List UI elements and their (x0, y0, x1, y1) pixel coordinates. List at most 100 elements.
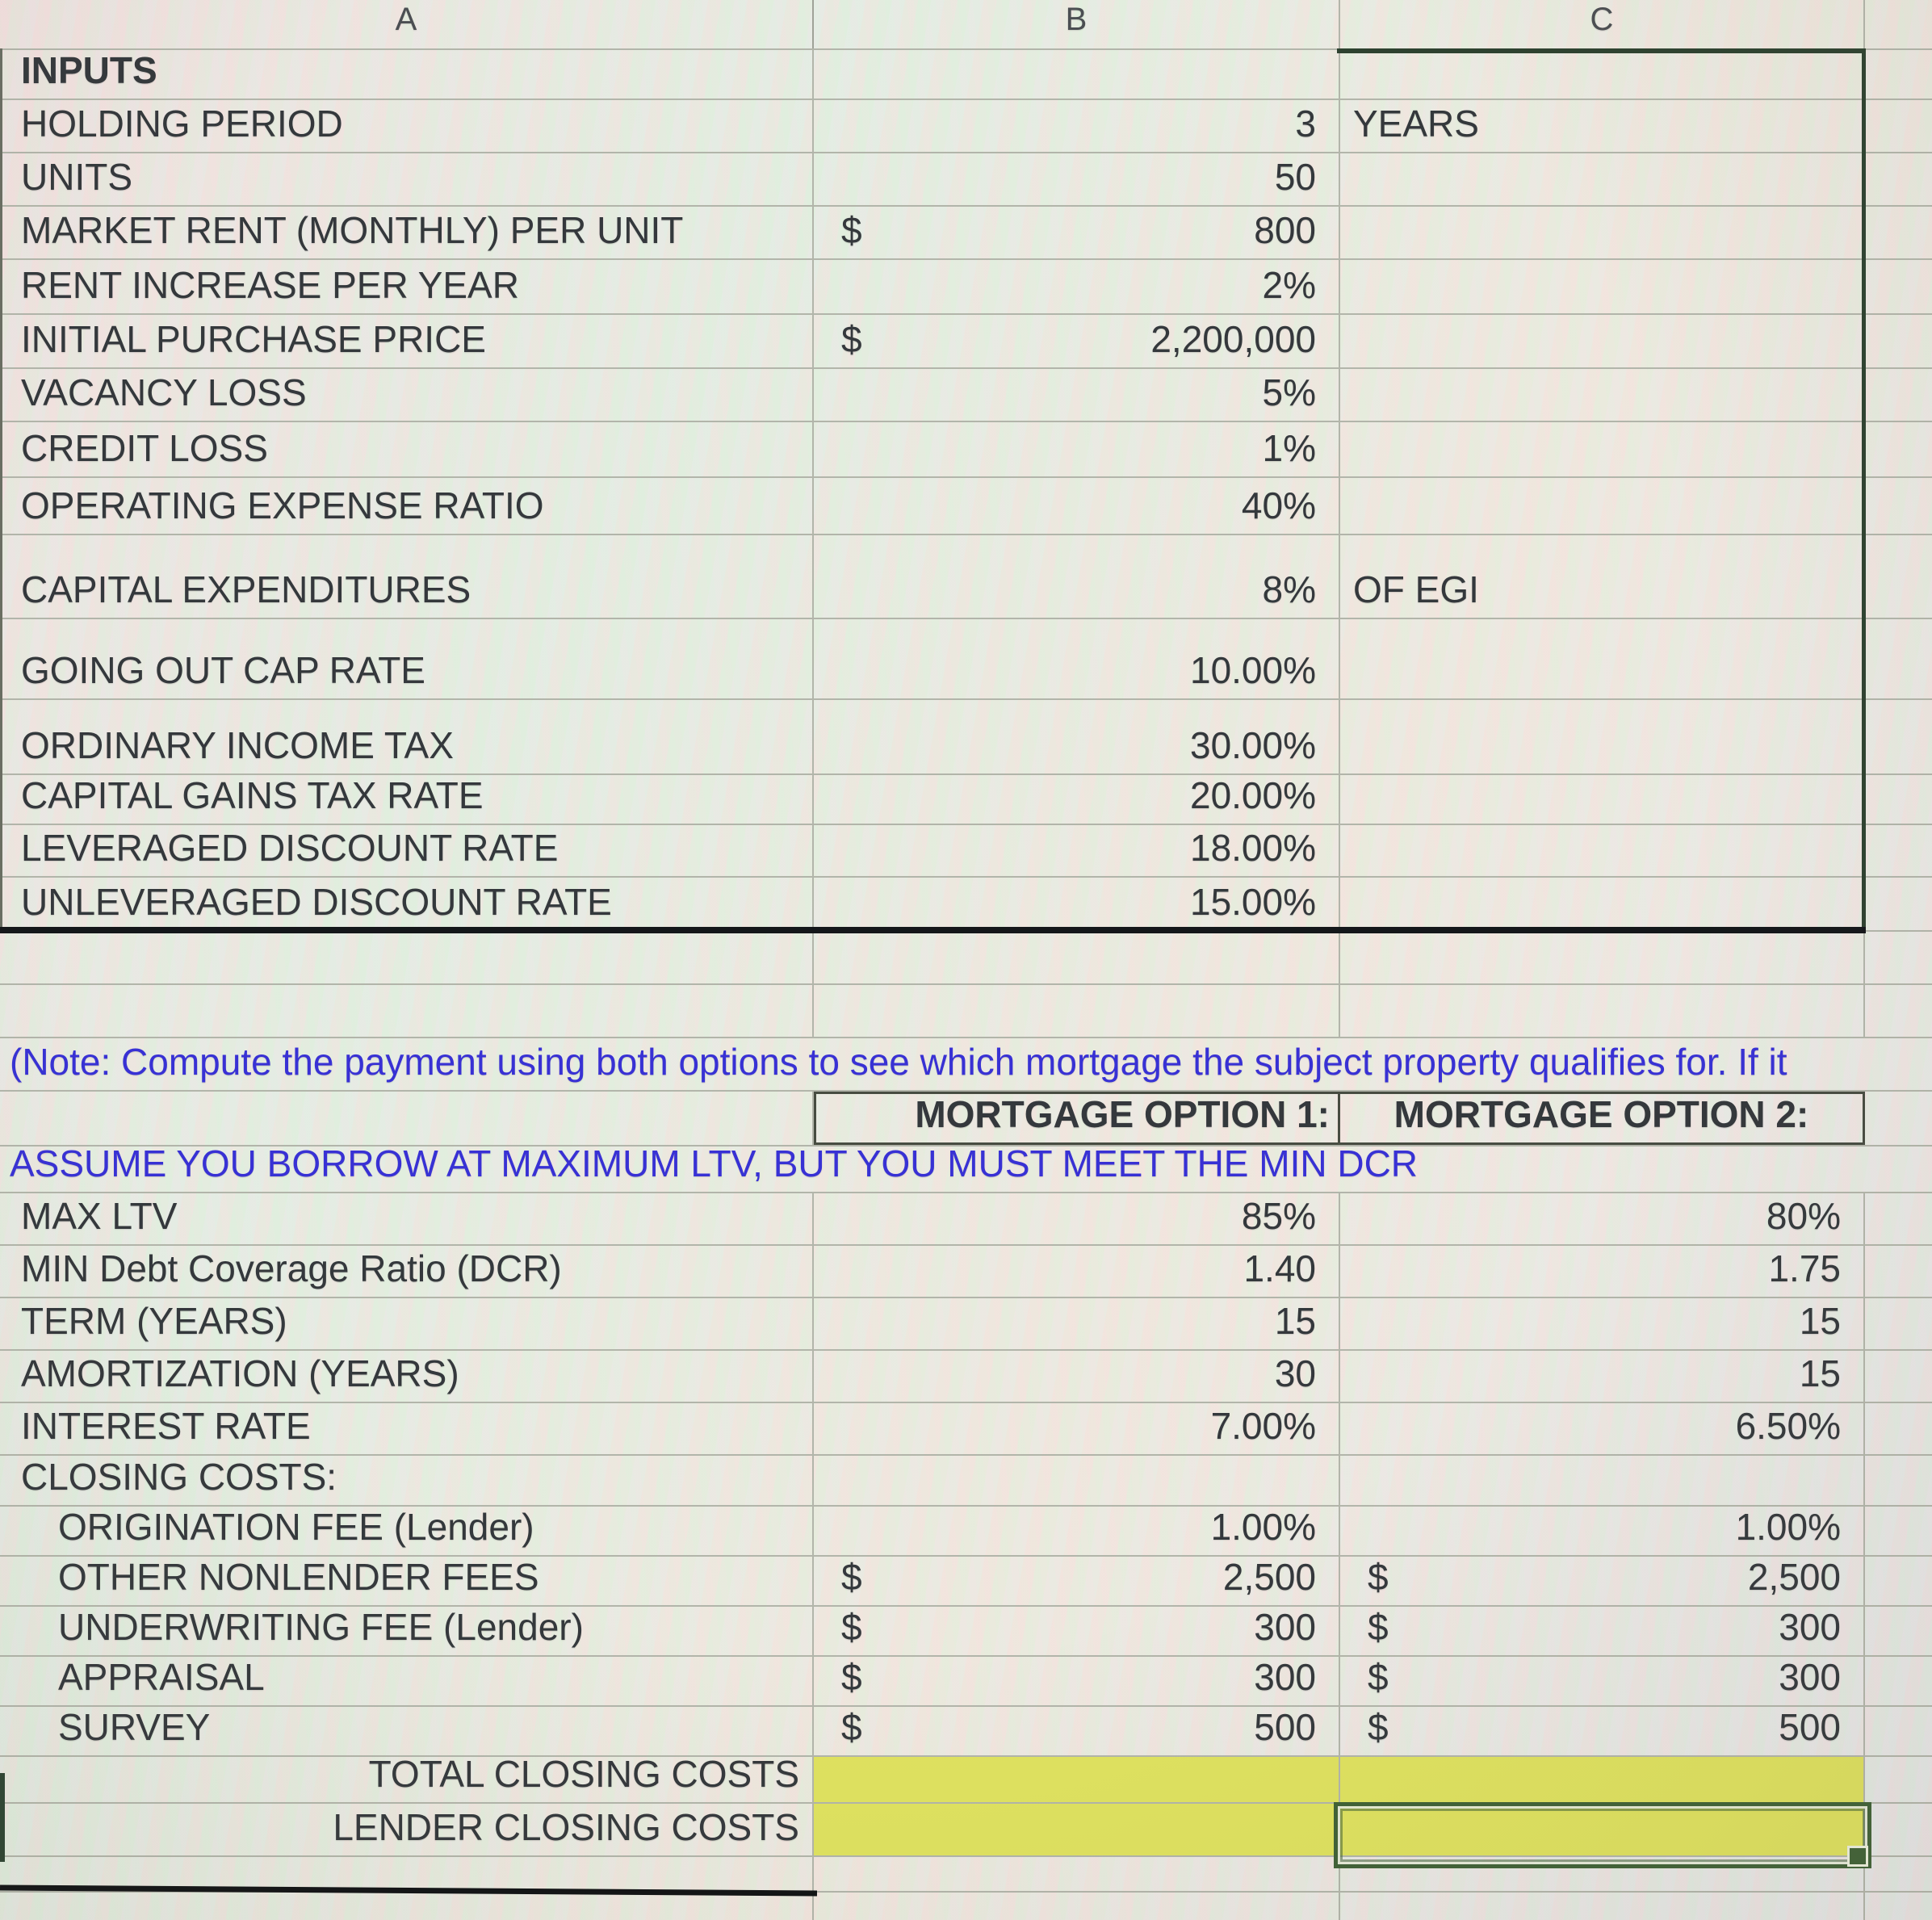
value-cell-b[interactable]: 20.00% (814, 774, 1340, 824)
lender-value-cell-option1[interactable] (814, 1804, 1340, 1855)
label-cell[interactable]: GOING OUT CAP RATE (0, 619, 814, 698)
cell[interactable] (1865, 1557, 1932, 1605)
label-cell[interactable]: UNLEVERAGED DISCOUNT RATE (0, 878, 814, 930)
lender-value-cell-option2-selected[interactable] (1340, 1804, 1865, 1855)
cell[interactable] (814, 1857, 1340, 1891)
inputs-title-cell[interactable]: INPUTS (0, 49, 814, 99)
cell[interactable] (1865, 985, 1932, 1037)
cell[interactable] (1865, 1707, 1932, 1755)
value-cell-b[interactable]: 5% (814, 369, 1340, 421)
option1-value-cell[interactable]: 1.40 (814, 1246, 1340, 1297)
column-header-b[interactable]: B (814, 0, 1340, 48)
option1-value-cell[interactable]: $500 (814, 1706, 1340, 1755)
cell[interactable] (1865, 775, 1932, 824)
cell[interactable] (1340, 985, 1865, 1037)
cell[interactable] (1865, 260, 1932, 313)
value-cell-b[interactable]: 40% (814, 478, 1340, 534)
cell[interactable] (1340, 932, 1865, 983)
option2-value-cell[interactable]: $2,500 (1340, 1556, 1865, 1605)
label-cell[interactable]: CLOSING COSTS: (0, 1456, 814, 1505)
value-cell-b[interactable]: 30.00% (814, 700, 1340, 773)
cell[interactable] (0, 985, 814, 1037)
cell[interactable] (1340, 50, 1865, 99)
option2-value-cell[interactable]: $300 (1340, 1606, 1865, 1655)
cell[interactable] (1865, 1092, 1932, 1145)
cell[interactable] (1865, 369, 1932, 421)
unit-cell[interactable] (1340, 825, 1865, 876)
cell[interactable] (1865, 932, 1932, 983)
assumption-cell[interactable]: ASSUME YOU BORROW AT MAXIMUM LTV, BUT YO… (0, 1147, 1932, 1192)
note-cell[interactable]: (Note: Compute the payment using both op… (0, 1038, 1932, 1090)
unit-cell[interactable] (1340, 619, 1865, 698)
cell[interactable] (1340, 1857, 1865, 1891)
option1-value-cell[interactable]: $2,500 (814, 1556, 1340, 1605)
total-label-cell[interactable]: TOTAL CLOSING COSTS (0, 1753, 814, 1802)
unit-cell[interactable] (1340, 260, 1865, 313)
label-cell[interactable]: MIN Debt Coverage Ratio (DCR) (0, 1246, 814, 1297)
label-cell[interactable]: LEVERAGED DISCOUNT RATE (0, 825, 814, 876)
cell[interactable] (0, 1893, 814, 1920)
option1-value-cell[interactable]: $300 (814, 1656, 1340, 1705)
cell[interactable] (1865, 315, 1932, 367)
label-cell[interactable]: TERM (YEARS) (0, 1298, 814, 1349)
option2-value-cell[interactable]: 1.75 (1340, 1246, 1865, 1297)
cell[interactable] (1865, 1403, 1932, 1454)
cell[interactable] (814, 1893, 1340, 1920)
cell[interactable] (1865, 1193, 1932, 1244)
value-cell-b[interactable]: 15.00% (814, 878, 1340, 930)
label-cell[interactable]: UNDERWRITING FEE (Lender) (0, 1606, 814, 1655)
option1-value-cell[interactable]: 7.00% (814, 1403, 1340, 1454)
cell[interactable] (1865, 825, 1932, 876)
cell[interactable] (814, 932, 1340, 983)
label-cell[interactable]: RENT INCREASE PER YEAR (0, 260, 814, 313)
cell[interactable] (1865, 1298, 1932, 1349)
column-header-a[interactable]: A (0, 0, 814, 48)
label-cell[interactable]: HOLDING PERIOD (0, 100, 814, 152)
cell[interactable] (0, 932, 814, 983)
total-value-cell-option1[interactable] (814, 1757, 1340, 1802)
unit-cell[interactable] (1340, 700, 1865, 773)
value-cell-b[interactable]: $800 (814, 207, 1340, 258)
cell[interactable] (814, 50, 1340, 99)
option2-value-cell[interactable]: 1.00% (1340, 1506, 1865, 1555)
option1-value-cell[interactable]: 15 (814, 1298, 1340, 1349)
label-cell[interactable]: MARKET RENT (MONTHLY) PER UNIT (0, 207, 814, 258)
total-value-cell-option2[interactable] (1340, 1757, 1865, 1802)
option2-value-cell[interactable]: 15 (1340, 1351, 1865, 1402)
unit-cell[interactable]: YEARS (1340, 100, 1865, 152)
value-cell-b[interactable]: 2% (814, 260, 1340, 313)
option2-value-cell[interactable]: 15 (1340, 1298, 1865, 1349)
unit-cell[interactable] (1340, 878, 1865, 930)
cell[interactable] (1865, 1657, 1932, 1705)
value-cell-b[interactable]: 18.00% (814, 825, 1340, 876)
cell[interactable] (1865, 153, 1932, 205)
cell[interactable] (1865, 100, 1932, 152)
cell[interactable] (1865, 1607, 1932, 1655)
unit-cell[interactable] (1340, 315, 1865, 367)
lender-label-cell[interactable]: LENDER CLOSING COSTS (0, 1804, 814, 1855)
cell[interactable] (1865, 1893, 1932, 1920)
option2-header-cell[interactable]: MORTGAGE OPTION 2: (1340, 1092, 1865, 1145)
unit-cell[interactable] (1340, 775, 1865, 824)
option2-value-cell[interactable]: 6.50% (1340, 1403, 1865, 1454)
label-cell[interactable]: OPERATING EXPENSE RATIO (0, 478, 814, 534)
unit-cell[interactable] (1340, 153, 1865, 205)
label-cell[interactable]: CAPITAL GAINS TAX RATE (0, 774, 814, 824)
cell[interactable] (1865, 1804, 1932, 1855)
cell[interactable] (1865, 878, 1932, 930)
value-cell-b[interactable]: 3 (814, 100, 1340, 152)
option2-value-cell[interactable]: 80% (1340, 1193, 1865, 1244)
cell[interactable] (1865, 1246, 1932, 1297)
value-cell-b[interactable]: 1% (814, 422, 1340, 476)
option1-value-cell[interactable]: 1.00% (814, 1506, 1340, 1555)
value-cell-b[interactable]: 8% (814, 535, 1340, 618)
value-cell-b[interactable]: 50 (814, 153, 1340, 205)
label-cell[interactable]: UNITS (0, 153, 814, 205)
unit-cell[interactable] (1340, 422, 1865, 476)
label-cell[interactable]: OTHER NONLENDER FEES (0, 1556, 814, 1605)
label-cell[interactable]: CREDIT LOSS (0, 422, 814, 476)
label-cell[interactable]: ORDINARY INCOME TAX (0, 700, 814, 773)
cell[interactable] (1865, 478, 1932, 534)
option1-value-cell[interactable] (814, 1456, 1340, 1505)
option2-value-cell[interactable]: $300 (1340, 1656, 1865, 1705)
